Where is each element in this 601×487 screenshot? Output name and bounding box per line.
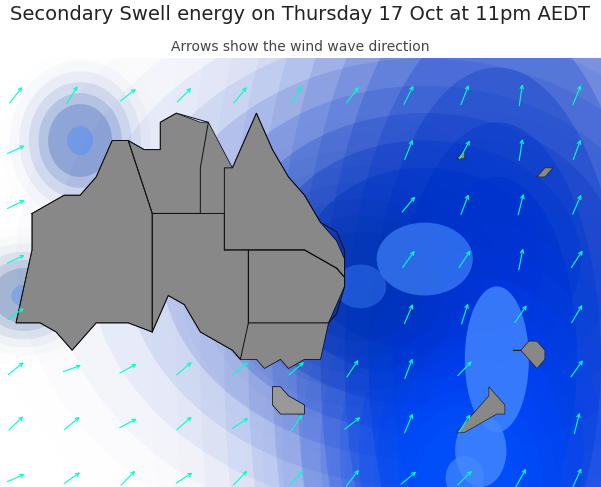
Ellipse shape — [402, 407, 527, 487]
Ellipse shape — [269, 141, 581, 377]
Ellipse shape — [0, 268, 56, 323]
Ellipse shape — [335, 264, 386, 308]
Ellipse shape — [455, 414, 507, 487]
Ellipse shape — [465, 286, 529, 432]
Ellipse shape — [48, 104, 112, 177]
Ellipse shape — [277, 215, 444, 357]
Ellipse shape — [19, 71, 141, 210]
Polygon shape — [457, 387, 505, 432]
Ellipse shape — [359, 277, 601, 487]
Ellipse shape — [0, 252, 75, 339]
Ellipse shape — [0, 260, 66, 331]
Ellipse shape — [296, 0, 601, 487]
Ellipse shape — [320, 0, 601, 487]
Polygon shape — [457, 150, 465, 159]
Ellipse shape — [377, 223, 473, 296]
Ellipse shape — [416, 423, 513, 487]
Ellipse shape — [340, 250, 601, 487]
Ellipse shape — [344, 341, 585, 487]
Ellipse shape — [320, 223, 601, 487]
Polygon shape — [272, 387, 305, 414]
Ellipse shape — [296, 232, 425, 341]
Ellipse shape — [368, 68, 601, 487]
Ellipse shape — [301, 195, 601, 487]
Ellipse shape — [388, 391, 542, 487]
Ellipse shape — [29, 82, 132, 199]
Text: Arrows show the wind wave direction: Arrows show the wind wave direction — [171, 40, 430, 54]
Ellipse shape — [233, 113, 601, 405]
Ellipse shape — [416, 177, 577, 487]
Ellipse shape — [272, 0, 601, 487]
Ellipse shape — [239, 183, 483, 391]
Ellipse shape — [392, 122, 601, 487]
Ellipse shape — [378, 305, 584, 487]
Ellipse shape — [88, 4, 601, 487]
Text: Secondary Swell energy on Thursday 17 Oct at 11pm AEDT: Secondary Swell energy on Thursday 17 Oc… — [10, 5, 591, 24]
Polygon shape — [537, 168, 553, 177]
Ellipse shape — [38, 93, 122, 188]
Polygon shape — [16, 113, 344, 369]
Ellipse shape — [305, 168, 545, 350]
Ellipse shape — [197, 86, 601, 432]
Ellipse shape — [397, 332, 564, 487]
Ellipse shape — [124, 31, 601, 487]
Polygon shape — [513, 341, 545, 369]
Ellipse shape — [219, 166, 502, 407]
Ellipse shape — [160, 58, 601, 460]
Ellipse shape — [359, 357, 570, 487]
Ellipse shape — [416, 359, 545, 487]
Ellipse shape — [258, 199, 463, 374]
Ellipse shape — [445, 456, 484, 487]
Ellipse shape — [67, 126, 93, 155]
Ellipse shape — [248, 0, 601, 487]
Ellipse shape — [373, 374, 556, 487]
Ellipse shape — [11, 284, 37, 306]
Ellipse shape — [344, 13, 601, 487]
